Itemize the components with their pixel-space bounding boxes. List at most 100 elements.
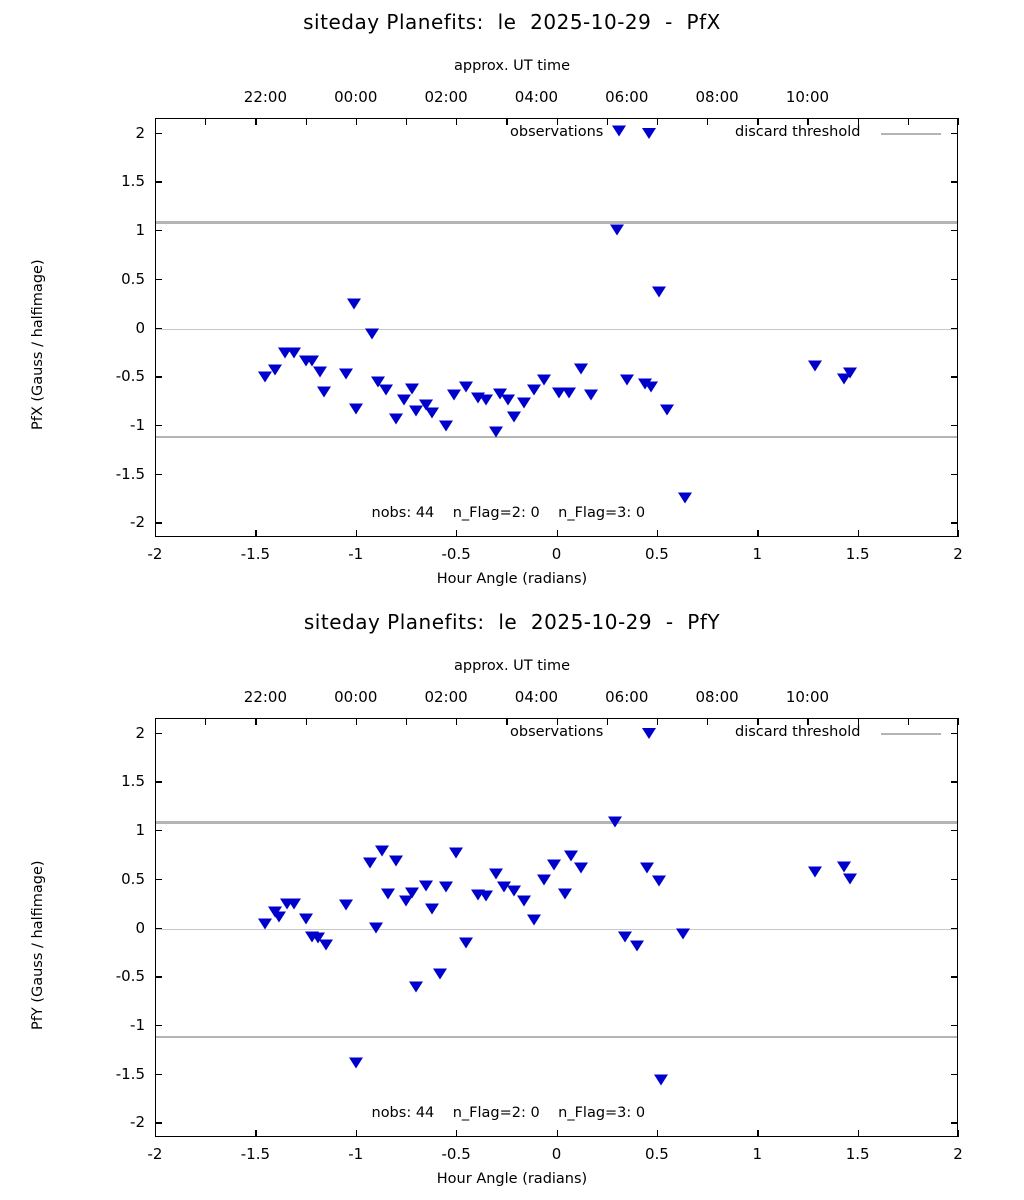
nobs-annotation: nobs: 44 n_Flag=2: 0 n_Flag=3: 0 <box>371 505 646 521</box>
data-point-marker <box>497 881 512 893</box>
y-axis-tick-right <box>951 424 958 427</box>
y-axis-tick-label: 0.5 <box>121 869 145 888</box>
data-point-marker <box>507 885 522 897</box>
x-axis-tick-label: -0.5 <box>441 545 471 563</box>
x-axis-tick-label: 0 <box>551 545 562 563</box>
data-point-marker <box>286 898 301 910</box>
data-point-marker <box>653 1074 668 1086</box>
y-axis-tick-right <box>951 376 958 378</box>
data-point-marker <box>272 911 287 923</box>
data-point-marker <box>842 367 857 379</box>
data-point-marker <box>433 968 448 980</box>
y-axis-tick-label: 1.5 <box>121 172 145 191</box>
y-axis-tick <box>155 830 162 832</box>
chart-panel-pfx: siteday Planefits: le 2025-10-29 - PfX a… <box>30 10 963 587</box>
legend-line-discard-threshold <box>881 133 941 136</box>
data-point-marker <box>808 866 823 878</box>
data-point-marker <box>425 903 440 915</box>
y-axis-tick <box>155 732 162 734</box>
y-axis-tick-label: -1 <box>130 415 145 434</box>
y-axis-tick-label: 0 <box>135 318 145 337</box>
data-point-marker <box>398 895 413 907</box>
x-axis-tick <box>355 530 358 537</box>
y-axis-tick-right <box>951 927 958 929</box>
data-point-marker <box>527 384 542 396</box>
data-point-marker <box>808 360 823 372</box>
discard-threshold-line <box>156 821 957 824</box>
data-point-marker <box>316 386 331 398</box>
top-axis-tick <box>405 118 408 125</box>
x-axis-tick <box>757 1130 759 1137</box>
top-axis-tick-label: 04:00 <box>514 88 559 106</box>
data-point-marker <box>836 373 851 385</box>
discard-threshold-line <box>156 435 957 438</box>
y-axis-tick <box>155 132 162 134</box>
top-axis-tick-label: 10:00 <box>785 688 830 706</box>
x-axis-tick <box>255 530 257 537</box>
x-axis-tick <box>656 1130 659 1137</box>
data-point-marker <box>651 286 666 298</box>
y-axis-tick-right <box>951 830 958 832</box>
data-point-marker <box>609 224 624 236</box>
data-point-marker <box>537 874 552 886</box>
x-axis-tick <box>958 530 960 537</box>
data-point-marker <box>368 922 383 934</box>
nobs-annotation: nobs: 44 n_Flag=2: 0 n_Flag=3: 0 <box>371 1105 646 1121</box>
data-point-marker <box>258 371 273 383</box>
top-axis-tick <box>155 718 157 725</box>
top-axis-tick <box>305 718 307 725</box>
y-axis-tick-label: 0.5 <box>121 269 145 288</box>
data-point-marker <box>583 389 598 401</box>
y-axis-tick-label: 1 <box>135 221 145 240</box>
y-axis-tick-label: -1.5 <box>115 1064 145 1083</box>
y-axis-tick <box>155 1122 162 1124</box>
data-point-marker <box>278 347 293 359</box>
top-axis-tick <box>656 718 659 725</box>
data-point-marker <box>563 850 578 862</box>
y-axis-tick <box>155 181 162 183</box>
top-axis-tick-label: 04:00 <box>514 688 559 706</box>
x-axis-tick <box>857 530 859 537</box>
y-axis-tick <box>155 278 162 281</box>
data-point-marker <box>459 937 474 949</box>
data-point-marker <box>489 868 504 880</box>
top-axis-label: approx. UT time <box>454 58 570 74</box>
y-axis-tick-right <box>951 132 958 134</box>
data-point-marker <box>573 363 588 375</box>
top-axis-tick <box>707 118 709 125</box>
x-axis-tick <box>456 530 458 537</box>
x-axis-tick <box>656 530 659 537</box>
page-title-2: siteday Planefits: le 2025-10-29 - PfY <box>303 610 721 634</box>
x-axis-tick-label: -2 <box>147 545 163 563</box>
data-point-marker <box>312 366 327 378</box>
top-axis-tick-label: 02:00 <box>424 88 468 106</box>
data-point-marker <box>471 392 486 404</box>
top-axis-tick <box>958 718 960 725</box>
y-axis-tick-right <box>951 1073 958 1075</box>
page-title: siteday Planefits: le 2025-10-29 - PfX <box>303 10 721 34</box>
data-point-marker <box>617 931 632 943</box>
x-axis-tick <box>958 1130 960 1137</box>
data-point-marker <box>348 403 363 415</box>
data-point-marker <box>362 857 377 869</box>
legend-label-discard-threshold: discard threshold <box>735 724 861 740</box>
y-axis-tick <box>155 522 162 524</box>
y-axis-tick-right <box>951 181 958 183</box>
top-axis-tick <box>355 118 358 125</box>
legend-label-observations: observations <box>510 724 604 740</box>
data-point-marker <box>561 387 576 399</box>
top-axis-tick <box>255 118 257 125</box>
x-axis-tick <box>456 1130 458 1137</box>
x-axis-tick-label: -1 <box>348 545 364 563</box>
data-point-marker <box>388 855 403 867</box>
data-point-marker <box>517 895 532 907</box>
data-point-marker <box>629 940 644 952</box>
x-axis-tick-label: 2 <box>953 545 963 563</box>
data-point-marker <box>643 381 658 393</box>
data-point-marker <box>471 889 486 901</box>
data-point-marker <box>419 880 433 892</box>
data-point-marker <box>607 816 622 828</box>
data-point-marker <box>404 887 419 899</box>
y-axis-tick <box>155 1024 162 1027</box>
y-axis-tick-right <box>951 230 958 232</box>
